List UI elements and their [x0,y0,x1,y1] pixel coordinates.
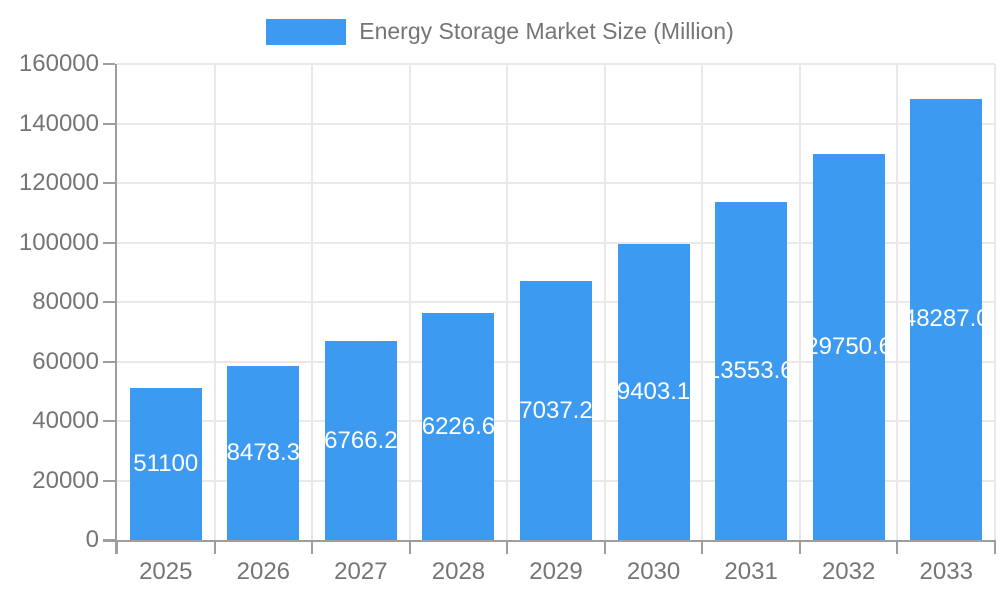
x-axis-tick-label: 2032 [821,558,876,585]
bar-value-label: 129750.66 [813,332,885,360]
x-axis-tick-label: 2026 [236,558,291,585]
gridline-vertical [896,64,899,540]
gridline-vertical [798,64,801,540]
x-axis-tick-label: 2028 [431,558,486,585]
x-axis-tick-label: 2031 [724,558,778,585]
x-axis-tick [408,542,411,554]
y-axis-tick [103,420,115,422]
gridline-horizontal [117,122,995,125]
y-axis-tick-label: 160000 [18,50,99,77]
x-axis-tick [311,542,314,554]
gridline-vertical [311,64,314,540]
bar-value-label: 113553.66 [715,357,788,385]
gridline-vertical [506,64,509,540]
x-axis-tick [896,542,899,554]
bar: 51100 [129,387,202,540]
x-axis-tick [506,542,509,554]
y-axis-tick [103,360,115,363]
gridline-vertical [701,64,704,540]
y-axis-tick [103,241,115,244]
y-axis-tick-label: 0 [85,526,99,553]
gridline-vertical [408,64,411,540]
bar: 148287.05 [910,98,983,540]
y-axis-tick-label: 20000 [32,466,99,494]
y-axis-tick-label: 100000 [18,228,99,256]
gridline-vertical [603,64,606,540]
x-axis-tick [603,542,606,554]
gridline-vertical [994,64,996,540]
y-axis-tick [103,301,115,303]
y-axis-tick-label: 40000 [32,407,99,434]
bar-value-label: 51100 [133,449,199,477]
x-axis-tick [798,542,801,554]
x-axis-tick [994,542,996,554]
y-axis-line [115,64,117,554]
y-axis-tick [103,182,115,184]
bar: 113553.66 [715,202,788,540]
y-axis-tick-label: 80000 [32,288,99,315]
legend-label: Energy Storage Market Size (Million) [359,18,734,44]
x-axis-tick-label: 2027 [334,558,388,585]
y-axis-tick [103,63,115,65]
legend-swatch [266,18,347,45]
gridline-horizontal [117,63,995,65]
y-axis-tick-label: 60000 [32,347,99,375]
x-axis-tick-label: 2030 [626,558,681,585]
x-axis-tick [116,542,118,554]
x-axis-line [103,540,996,542]
y-axis-tick [103,122,115,125]
y-axis-tick-label: 140000 [18,109,99,137]
gridline-vertical [213,64,216,540]
x-axis-tick [213,542,216,554]
bar: 129750.66 [812,153,885,540]
legend: Energy Storage Market Size (Million) [0,18,1000,45]
x-axis-tick-label: 2029 [529,558,583,585]
gridline-horizontal [117,241,995,244]
x-axis-tick-label: 2033 [919,558,973,585]
x-axis-tick [701,542,704,554]
y-axis-tick [103,479,115,482]
gridline-horizontal [117,182,995,184]
y-axis-tick-label: 120000 [18,169,99,196]
x-axis-tick-label: 2025 [139,558,193,585]
bar-value-label: 148287.05 [910,305,982,333]
